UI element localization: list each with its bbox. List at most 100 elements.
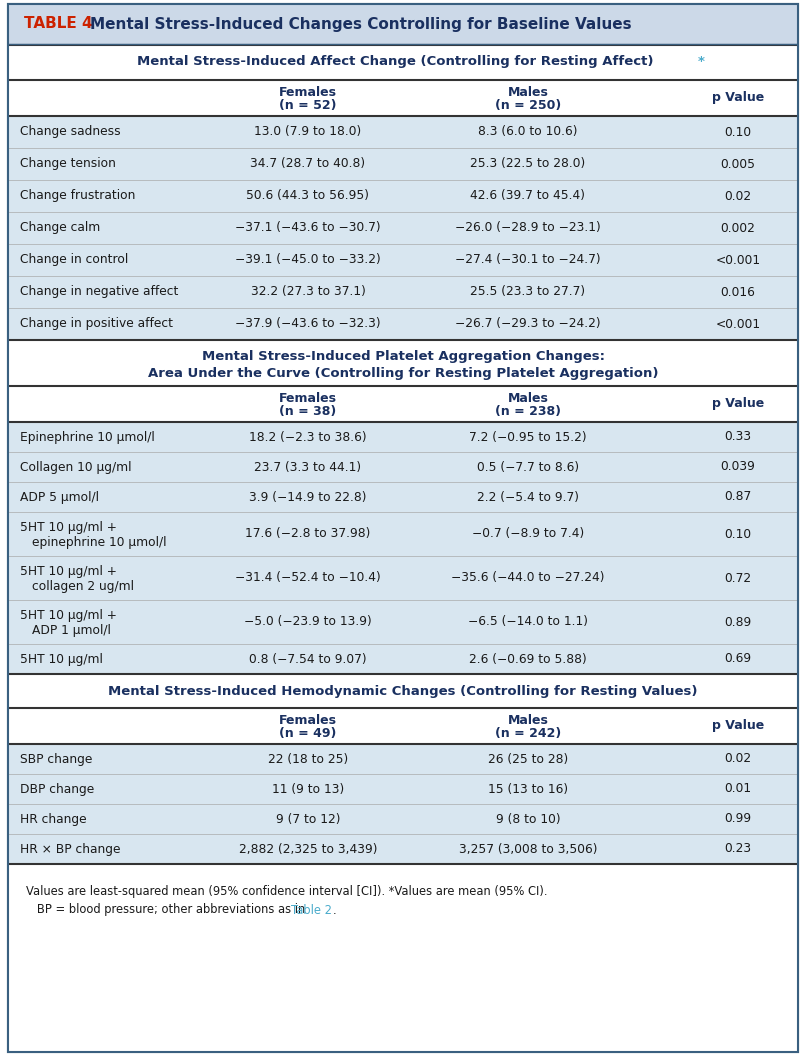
Text: −5.0 (−23.9 to 13.9): −5.0 (−23.9 to 13.9) [244, 616, 372, 628]
Text: Epinephrine 10 μmol/l: Epinephrine 10 μmol/l [20, 431, 155, 444]
Text: 5HT 10 μg/ml: 5HT 10 μg/ml [20, 653, 103, 665]
Text: Change in positive affect: Change in positive affect [20, 318, 173, 331]
Text: 2.2 (−5.4 to 9.7): 2.2 (−5.4 to 9.7) [477, 490, 579, 504]
Text: TABLE 4: TABLE 4 [24, 17, 93, 32]
Text: 0.5 (−7.7 to 8.6): 0.5 (−7.7 to 8.6) [477, 460, 579, 473]
Text: collagen 2 ug/ml: collagen 2 ug/ml [32, 581, 134, 593]
Text: 0.002: 0.002 [721, 222, 755, 234]
Text: 9 (7 to 12): 9 (7 to 12) [276, 812, 340, 826]
Text: Mental Stress-Induced Changes Controlling for Baseline Values: Mental Stress-Induced Changes Controllin… [90, 17, 632, 32]
Text: 5HT 10 μg/ml +: 5HT 10 μg/ml + [20, 521, 117, 534]
Bar [8, 148, 798, 180]
Bar [8, 804, 798, 834]
Text: (n = 250): (n = 250) [495, 98, 561, 112]
Text: (n = 242): (n = 242) [495, 727, 561, 739]
Text: Change in control: Change in control [20, 253, 128, 266]
Text: 0.33: 0.33 [725, 431, 751, 444]
Text: <0.001: <0.001 [716, 318, 761, 331]
Text: 0.01: 0.01 [725, 782, 751, 795]
Text: 3.9 (−14.9 to 22.8): 3.9 (−14.9 to 22.8) [249, 490, 367, 504]
Text: −37.1 (−43.6 to −30.7): −37.1 (−43.6 to −30.7) [235, 222, 380, 234]
Text: Table 2: Table 2 [291, 904, 332, 917]
Text: 0.87: 0.87 [725, 490, 752, 504]
Text: −26.0 (−28.9 to −23.1): −26.0 (−28.9 to −23.1) [455, 222, 601, 234]
Bar [8, 180, 798, 212]
Text: Values are least-squared mean (95% confidence interval [CI]). *Values are mean (: Values are least-squared mean (95% confi… [26, 886, 547, 899]
Bar [8, 864, 798, 1052]
Bar [8, 674, 798, 708]
Text: Change frustration: Change frustration [20, 189, 135, 203]
Text: Males: Males [508, 392, 548, 406]
Bar [8, 744, 798, 774]
Bar [8, 600, 798, 644]
Text: 0.23: 0.23 [725, 843, 751, 855]
Text: p Value: p Value [712, 92, 764, 105]
Text: 50.6 (44.3 to 56.95): 50.6 (44.3 to 56.95) [247, 189, 369, 203]
Text: <0.001: <0.001 [716, 253, 761, 266]
Text: 0.69: 0.69 [725, 653, 751, 665]
Text: 2.6 (−0.69 to 5.88): 2.6 (−0.69 to 5.88) [469, 653, 587, 665]
Text: 3,257 (3,008 to 3,506): 3,257 (3,008 to 3,506) [459, 843, 597, 855]
Text: ADP 1 μmol/l: ADP 1 μmol/l [32, 624, 111, 638]
Text: 8.3 (6.0 to 10.6): 8.3 (6.0 to 10.6) [478, 126, 578, 138]
Text: 23.7 (3.3 to 44.1): 23.7 (3.3 to 44.1) [255, 460, 362, 473]
Text: 15 (13 to 16): 15 (13 to 16) [488, 782, 568, 795]
Text: 26 (25 to 28): 26 (25 to 28) [488, 753, 568, 766]
Text: SBP change: SBP change [20, 753, 93, 766]
Text: Change in negative affect: Change in negative affect [20, 285, 178, 299]
Text: 0.02: 0.02 [725, 189, 751, 203]
Text: 5HT 10 μg/ml +: 5HT 10 μg/ml + [20, 609, 117, 622]
Text: Mental Stress-Induced Platelet Aggregation Changes:: Mental Stress-Induced Platelet Aggregati… [202, 350, 604, 362]
Text: −26.7 (−29.3 to −24.2): −26.7 (−29.3 to −24.2) [455, 318, 600, 331]
Text: −31.4 (−52.4 to −10.4): −31.4 (−52.4 to −10.4) [235, 571, 381, 585]
Text: −0.7 (−8.9 to 7.4): −0.7 (−8.9 to 7.4) [472, 528, 584, 541]
Text: −27.4 (−30.1 to −24.7): −27.4 (−30.1 to −24.7) [455, 253, 600, 266]
Bar [8, 644, 798, 674]
Text: 32.2 (27.3 to 37.1): 32.2 (27.3 to 37.1) [251, 285, 365, 299]
Text: 0.72: 0.72 [725, 571, 751, 585]
Text: 2,882 (2,325 to 3,439): 2,882 (2,325 to 3,439) [239, 843, 377, 855]
Text: 9 (8 to 10): 9 (8 to 10) [496, 812, 560, 826]
Bar [8, 708, 798, 744]
Text: Change sadness: Change sadness [20, 126, 121, 138]
Bar [8, 80, 798, 116]
Bar [8, 422, 798, 452]
Bar [8, 774, 798, 804]
Text: BP = blood pressure; other abbreviations as in: BP = blood pressure; other abbreviations… [26, 904, 309, 917]
Text: 0.02: 0.02 [725, 753, 751, 766]
Bar [8, 116, 798, 148]
Text: Change calm: Change calm [20, 222, 100, 234]
Text: Females: Females [279, 87, 337, 99]
Bar [8, 386, 798, 422]
Text: 13.0 (7.9 to 18.0): 13.0 (7.9 to 18.0) [255, 126, 362, 138]
Text: Mental Stress-Induced Affect Change (Controlling for Resting Affect): Mental Stress-Induced Affect Change (Con… [137, 56, 653, 69]
Text: (n = 49): (n = 49) [280, 727, 337, 739]
Text: Females: Females [279, 714, 337, 728]
Text: *: * [698, 55, 705, 68]
Text: 0.89: 0.89 [725, 616, 752, 628]
Text: −35.6 (−44.0 to −27.24): −35.6 (−44.0 to −27.24) [451, 571, 604, 585]
Bar [8, 276, 798, 308]
Text: 18.2 (−2.3 to 38.6): 18.2 (−2.3 to 38.6) [249, 431, 367, 444]
Text: ADP 5 μmol/l: ADP 5 μmol/l [20, 490, 99, 504]
Text: 0.005: 0.005 [721, 157, 755, 170]
Text: 0.039: 0.039 [721, 460, 755, 473]
Text: 0.99: 0.99 [725, 812, 751, 826]
Text: Males: Males [508, 714, 548, 728]
Text: Area Under the Curve (Controlling for Resting Platelet Aggregation): Area Under the Curve (Controlling for Re… [147, 366, 659, 379]
Text: −37.9 (−43.6 to −32.3): −37.9 (−43.6 to −32.3) [235, 318, 380, 331]
Text: p Value: p Value [712, 719, 764, 733]
Text: .: . [333, 904, 337, 917]
Bar [8, 244, 798, 276]
Text: Change tension: Change tension [20, 157, 116, 170]
Bar [8, 482, 798, 512]
Bar [8, 308, 798, 340]
Text: 0.016: 0.016 [721, 285, 755, 299]
Text: −39.1 (−45.0 to −33.2): −39.1 (−45.0 to −33.2) [235, 253, 381, 266]
Text: Collagen 10 μg/ml: Collagen 10 μg/ml [20, 460, 131, 473]
Text: Mental Stress-Induced Hemodynamic Changes (Controlling for Resting Values): Mental Stress-Induced Hemodynamic Change… [108, 684, 698, 698]
Bar [8, 4, 798, 44]
Text: (n = 38): (n = 38) [280, 404, 337, 418]
Text: 0.8 (−7.54 to 9.07): 0.8 (−7.54 to 9.07) [249, 653, 367, 665]
Text: epinephrine 10 μmol/l: epinephrine 10 μmol/l [32, 536, 167, 549]
